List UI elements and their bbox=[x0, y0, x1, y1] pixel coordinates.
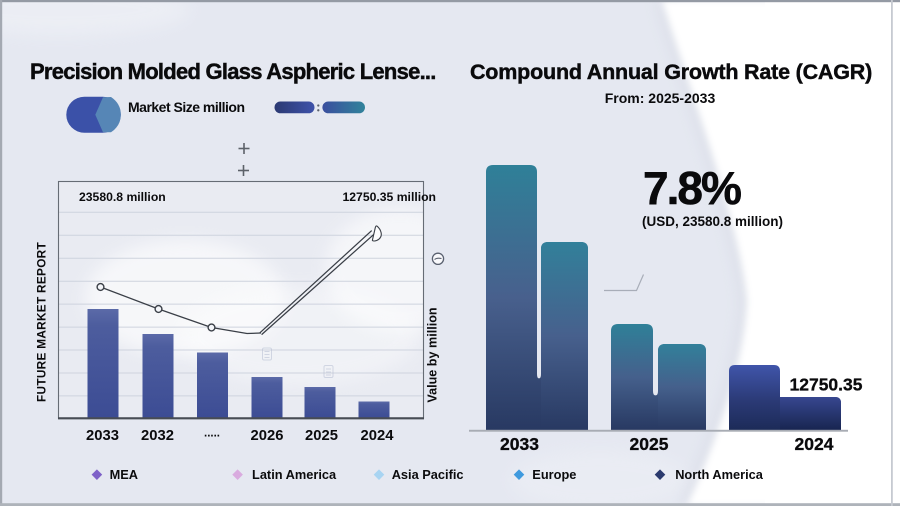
svg-text:7.8%: 7.8% bbox=[643, 162, 741, 214]
svg-text:2025: 2025 bbox=[630, 434, 669, 454]
svg-text:2025: 2025 bbox=[305, 428, 338, 444]
svg-text:(USD, 23580.8 million): (USD, 23580.8 million) bbox=[642, 214, 783, 229]
svg-text:Value by million: Value by million bbox=[426, 307, 440, 402]
svg-text:From: 2025-2033: From: 2025-2033 bbox=[605, 90, 716, 106]
svg-text:.....: ..... bbox=[204, 428, 220, 440]
svg-text:2033: 2033 bbox=[86, 428, 119, 444]
svg-text:Latin America: Latin America bbox=[252, 467, 337, 482]
svg-text:2024: 2024 bbox=[361, 428, 395, 444]
svg-text:2032: 2032 bbox=[141, 428, 174, 444]
svg-text:North America: North America bbox=[675, 467, 764, 482]
svg-text:2026: 2026 bbox=[251, 428, 284, 444]
svg-text:Precision Molded Glass Aspheri: Precision Molded Glass Aspheric Lense... bbox=[30, 59, 436, 84]
svg-text:12750.35: 12750.35 bbox=[790, 375, 863, 395]
svg-text:Compound Annual Growth Rate (C: Compound Annual Growth Rate (CAGR) bbox=[470, 60, 872, 84]
svg-text:Asia Pacific: Asia Pacific bbox=[392, 467, 464, 482]
svg-text:Europe: Europe bbox=[532, 467, 576, 482]
svg-text:Market Size million: Market Size million bbox=[128, 99, 245, 115]
svg-text:2024: 2024 bbox=[795, 434, 834, 454]
svg-text:23580.8 million: 23580.8 million bbox=[79, 190, 166, 204]
svg-text:12750.35 million: 12750.35 million bbox=[343, 190, 437, 204]
svg-text:MEA: MEA bbox=[110, 467, 138, 482]
svg-text:FUTURE MARKET REPORT: FUTURE MARKET REPORT bbox=[35, 242, 49, 403]
svg-text:2033: 2033 bbox=[500, 434, 539, 454]
